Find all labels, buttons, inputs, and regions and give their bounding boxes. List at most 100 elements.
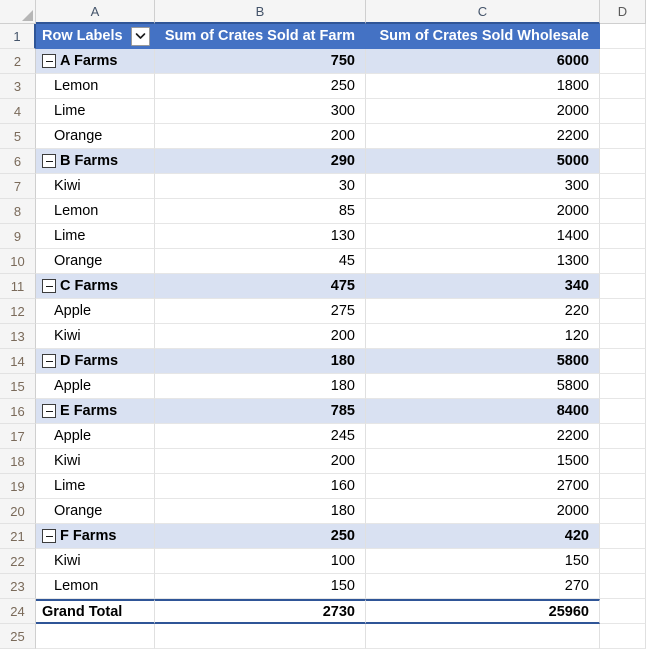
cell-b9-farm-value[interactable]: 130 (155, 224, 366, 249)
cell-b2-farm-value[interactable]: 750 (155, 49, 366, 74)
column-header-b[interactable]: B (155, 0, 366, 24)
cell-d20[interactable] (600, 499, 646, 524)
collapse-minus-icon[interactable] (42, 154, 56, 168)
row-header-19[interactable]: 19 (0, 474, 36, 499)
row-header-11[interactable]: 11 (0, 274, 36, 299)
row-header-1[interactable]: 1 (0, 24, 36, 49)
row-header-25[interactable]: 25 (0, 624, 36, 649)
cell-b6-farm-value[interactable]: 290 (155, 149, 366, 174)
filter-dropdown-icon[interactable] (131, 26, 150, 46)
cell-a17-label[interactable]: Apple (36, 424, 155, 449)
cell-b19-farm-value[interactable]: 160 (155, 474, 366, 499)
cell-d10[interactable] (600, 249, 646, 274)
cell-a7-label[interactable]: Kiwi (36, 174, 155, 199)
cell-d17[interactable] (600, 424, 646, 449)
cell-c13-wholesale-value[interactable]: 120 (366, 324, 600, 349)
cell-d19[interactable] (600, 474, 646, 499)
cell-b25[interactable] (155, 624, 366, 649)
cell-b1-sum-farm-header[interactable]: Sum of Crates Sold at Farm (155, 24, 366, 49)
row-header-24[interactable]: 24 (0, 599, 36, 624)
cell-a2-label[interactable]: A Farms (36, 49, 155, 74)
cell-a14-label[interactable]: D Farms (36, 349, 155, 374)
cell-d6[interactable] (600, 149, 646, 174)
cell-a8-label[interactable]: Lemon (36, 199, 155, 224)
cell-b3-farm-value[interactable]: 250 (155, 74, 366, 99)
cell-c19-wholesale-value[interactable]: 2700 (366, 474, 600, 499)
cell-d11[interactable] (600, 274, 646, 299)
collapse-minus-icon[interactable] (42, 354, 56, 368)
cell-a5-label[interactable]: Orange (36, 124, 155, 149)
cell-a6-label[interactable]: B Farms (36, 149, 155, 174)
cell-a13-label[interactable]: Kiwi (36, 324, 155, 349)
cell-c20-wholesale-value[interactable]: 2000 (366, 499, 600, 524)
cell-a18-label[interactable]: Kiwi (36, 449, 155, 474)
cell-c10-wholesale-value[interactable]: 1300 (366, 249, 600, 274)
cell-b20-farm-value[interactable]: 180 (155, 499, 366, 524)
row-header-18[interactable]: 18 (0, 449, 36, 474)
cell-c24-wholesale-value[interactable]: 25960 (366, 599, 600, 624)
cell-d3[interactable] (600, 74, 646, 99)
collapse-minus-icon[interactable] (42, 279, 56, 293)
cell-b16-farm-value[interactable]: 785 (155, 399, 366, 424)
row-header-16[interactable]: 16 (0, 399, 36, 424)
cell-a10-label[interactable]: Orange (36, 249, 155, 274)
row-header-2[interactable]: 2 (0, 49, 36, 74)
cell-a16-label[interactable]: E Farms (36, 399, 155, 424)
cell-b4-farm-value[interactable]: 300 (155, 99, 366, 124)
cell-a12-label[interactable]: Apple (36, 299, 155, 324)
cell-c11-wholesale-value[interactable]: 340 (366, 274, 600, 299)
row-header-23[interactable]: 23 (0, 574, 36, 599)
cell-c17-wholesale-value[interactable]: 2200 (366, 424, 600, 449)
cell-d13[interactable] (600, 324, 646, 349)
cell-a25[interactable] (36, 624, 155, 649)
cell-a4-label[interactable]: Lime (36, 99, 155, 124)
row-header-5[interactable]: 5 (0, 124, 36, 149)
cell-d21[interactable] (600, 524, 646, 549)
row-header-10[interactable]: 10 (0, 249, 36, 274)
row-header-14[interactable]: 14 (0, 349, 36, 374)
select-all-corner[interactable] (0, 0, 36, 24)
cell-c18-wholesale-value[interactable]: 1500 (366, 449, 600, 474)
cell-d15[interactable] (600, 374, 646, 399)
cell-b11-farm-value[interactable]: 475 (155, 274, 366, 299)
cell-c25[interactable] (366, 624, 600, 649)
cell-b5-farm-value[interactable]: 200 (155, 124, 366, 149)
cell-d16[interactable] (600, 399, 646, 424)
cell-b24-farm-value[interactable]: 2730 (155, 599, 366, 624)
cell-c3-wholesale-value[interactable]: 1800 (366, 74, 600, 99)
cell-c8-wholesale-value[interactable]: 2000 (366, 199, 600, 224)
cell-b10-farm-value[interactable]: 45 (155, 249, 366, 274)
row-header-8[interactable]: 8 (0, 199, 36, 224)
cell-d25[interactable] (600, 624, 646, 649)
cell-b17-farm-value[interactable]: 245 (155, 424, 366, 449)
cell-d23[interactable] (600, 574, 646, 599)
cell-a24-label[interactable]: Grand Total (36, 599, 155, 624)
cell-a21-label[interactable]: F Farms (36, 524, 155, 549)
collapse-minus-icon[interactable] (42, 529, 56, 543)
cell-a15-label[interactable]: Apple (36, 374, 155, 399)
cell-c15-wholesale-value[interactable]: 5800 (366, 374, 600, 399)
cell-c21-wholesale-value[interactable]: 420 (366, 524, 600, 549)
row-header-20[interactable]: 20 (0, 499, 36, 524)
row-header-21[interactable]: 21 (0, 524, 36, 549)
cell-c5-wholesale-value[interactable]: 2200 (366, 124, 600, 149)
cell-c2-wholesale-value[interactable]: 6000 (366, 49, 600, 74)
column-header-c[interactable]: C (366, 0, 600, 24)
cell-c22-wholesale-value[interactable]: 150 (366, 549, 600, 574)
cell-b22-farm-value[interactable]: 100 (155, 549, 366, 574)
cell-b21-farm-value[interactable]: 250 (155, 524, 366, 549)
cell-c23-wholesale-value[interactable]: 270 (366, 574, 600, 599)
cell-d14[interactable] (600, 349, 646, 374)
cell-d4[interactable] (600, 99, 646, 124)
collapse-minus-icon[interactable] (42, 404, 56, 418)
cell-a23-label[interactable]: Lemon (36, 574, 155, 599)
cell-c7-wholesale-value[interactable]: 300 (366, 174, 600, 199)
cell-d24[interactable] (600, 599, 646, 624)
column-header-a[interactable]: A (36, 0, 155, 24)
row-header-22[interactable]: 22 (0, 549, 36, 574)
row-header-4[interactable]: 4 (0, 99, 36, 124)
cell-b8-farm-value[interactable]: 85 (155, 199, 366, 224)
cell-b23-farm-value[interactable]: 150 (155, 574, 366, 599)
cell-a19-label[interactable]: Lime (36, 474, 155, 499)
cell-c16-wholesale-value[interactable]: 8400 (366, 399, 600, 424)
